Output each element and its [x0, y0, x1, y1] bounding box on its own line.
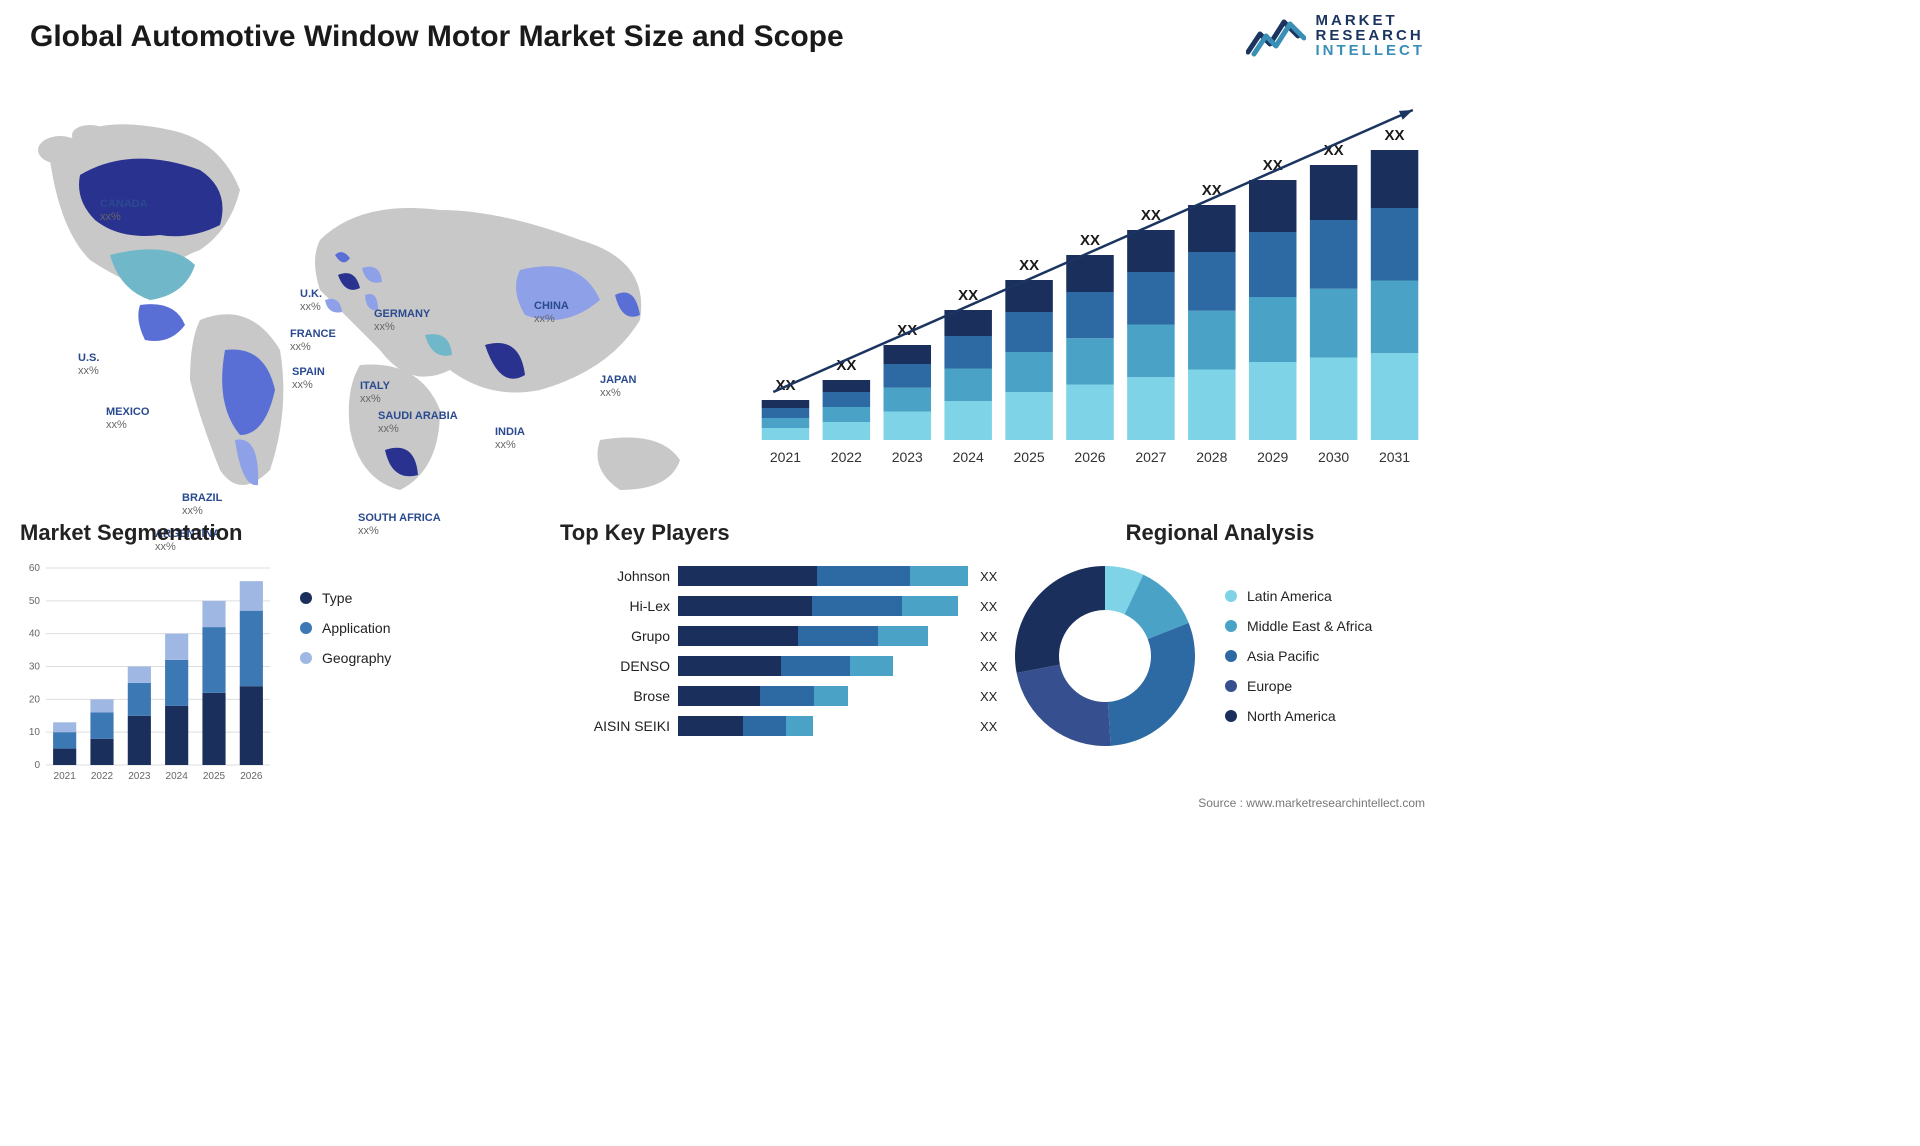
legend-item: Application — [300, 620, 391, 636]
svg-text:2030: 2030 — [1318, 449, 1349, 465]
key-player-bar — [678, 686, 848, 706]
svg-text:2029: 2029 — [1257, 449, 1288, 465]
regional-donut-svg — [1005, 556, 1205, 756]
map-label: MEXICOxx% — [106, 406, 149, 431]
logo: MARKET RESEARCH INTELLECT — [1246, 12, 1426, 58]
svg-text:2028: 2028 — [1196, 449, 1227, 465]
map-label: JAPANxx% — [600, 374, 636, 399]
svg-text:10: 10 — [29, 727, 41, 738]
legend-item: North America — [1225, 708, 1372, 724]
key-player-name: Johnson — [560, 568, 670, 584]
key-player-row: BroseXX — [560, 686, 1020, 706]
svg-text:XX: XX — [1019, 257, 1039, 274]
svg-text:XX: XX — [1385, 127, 1405, 144]
svg-text:2023: 2023 — [892, 449, 923, 465]
svg-text:2027: 2027 — [1135, 449, 1166, 465]
regional-title: Regional Analysis — [1005, 520, 1435, 546]
regional-legend: Latin America Middle East & Africa Asia Pa… — [1225, 588, 1372, 724]
key-player-name: DENSO — [560, 658, 670, 674]
legend-item: Middle East & Africa — [1225, 618, 1372, 634]
market-segmentation: Market Segmentation 0 10 20 30 40 50 60 2021 202… — [20, 520, 440, 790]
key-player-name: Brose — [560, 688, 670, 704]
key-players-title: Top Key Players — [560, 520, 1020, 546]
svg-text:2026: 2026 — [240, 771, 263, 782]
svg-text:2025: 2025 — [1014, 449, 1045, 465]
map-label: U.K.xx% — [300, 288, 322, 313]
key-player-bar — [678, 596, 958, 616]
map-label: SPAINxx% — [292, 366, 325, 391]
svg-text:2022: 2022 — [831, 449, 862, 465]
world-map: CANADAxx%U.S.xx%MEXICOxx%BRAZILxx%ARGENT… — [20, 90, 720, 500]
svg-text:2024: 2024 — [166, 771, 189, 782]
growth-chart: XX2021XX2022XX2023XX2024XX2025XX2026XX20… — [755, 100, 1425, 480]
regional-analysis: Regional Analysis Latin America Middle Ea… — [1005, 520, 1435, 756]
svg-text:2024: 2024 — [953, 449, 984, 465]
segmentation-title: Market Segmentation — [20, 520, 440, 546]
legend-item: Geography — [300, 650, 391, 666]
key-player-row: DENSOXX — [560, 656, 1020, 676]
legend-item: Type — [300, 590, 391, 606]
map-label: GERMANYxx% — [374, 308, 430, 333]
key-player-bar — [678, 716, 813, 736]
key-player-bar — [678, 626, 928, 646]
key-player-bar — [678, 656, 893, 676]
page-title: Global Automotive Window Motor Market Si… — [30, 20, 844, 54]
svg-text:2026: 2026 — [1074, 449, 1105, 465]
map-label: U.S.xx% — [78, 352, 99, 377]
svg-text:50: 50 — [29, 596, 41, 607]
logo-text: MARKET RESEARCH INTELLECT — [1316, 13, 1426, 58]
key-player-name: Grupo — [560, 628, 670, 644]
logo-mark-icon — [1246, 12, 1306, 58]
svg-text:2021: 2021 — [54, 771, 77, 782]
key-player-name: Hi-Lex — [560, 598, 670, 614]
segmentation-legend: Type Application Geography — [300, 590, 391, 666]
key-player-row: AISIN SEIKIXX — [560, 716, 1020, 736]
key-player-bar — [678, 566, 968, 586]
key-player-name: AISIN SEIKI — [560, 718, 670, 734]
top-key-players: Top Key Players JohnsonXX Hi-LexXX GrupoXX… — [560, 520, 1020, 736]
svg-text:2023: 2023 — [128, 771, 151, 782]
segmentation-chart-svg: 0 10 20 30 40 50 60 2021 2022 2023 2024 2025 2026 — [20, 560, 280, 790]
key-player-row: Hi-LexXX — [560, 596, 1020, 616]
svg-text:2025: 2025 — [203, 771, 226, 782]
world-map-svg — [20, 90, 720, 500]
key-player-row: GrupoXX — [560, 626, 1020, 646]
legend-item: Latin America — [1225, 588, 1372, 604]
svg-text:0: 0 — [34, 760, 40, 771]
svg-text:2031: 2031 — [1379, 449, 1410, 465]
map-label: SAUDI ARABIAxx% — [378, 410, 458, 435]
map-label: FRANCExx% — [290, 328, 336, 353]
map-label: INDIAxx% — [495, 426, 525, 451]
svg-text:2022: 2022 — [91, 771, 114, 782]
source-text: Source : www.marketresearchintellect.com — [1198, 796, 1425, 810]
legend-item: Asia Pacific — [1225, 648, 1372, 664]
svg-text:XX: XX — [958, 287, 978, 304]
svg-text:XX: XX — [1080, 232, 1100, 249]
svg-text:60: 60 — [29, 563, 41, 574]
svg-text:30: 30 — [29, 662, 41, 673]
svg-text:40: 40 — [29, 629, 41, 640]
map-label: ITALYxx% — [360, 380, 390, 405]
svg-text:20: 20 — [29, 694, 41, 705]
legend-item: Europe — [1225, 678, 1372, 694]
key-players-rows: JohnsonXX Hi-LexXX GrupoXX DENSOXX BroseXX AI… — [560, 566, 1020, 736]
map-label: BRAZILxx% — [182, 492, 222, 517]
map-label: CHINAxx% — [534, 300, 569, 325]
svg-text:2021: 2021 — [770, 449, 801, 465]
growth-chart-svg: XX2021XX2022XX2023XX2024XX2025XX2026XX20… — [755, 100, 1425, 480]
key-player-row: JohnsonXX — [560, 566, 1020, 586]
map-label: CANADAxx% — [100, 198, 148, 223]
